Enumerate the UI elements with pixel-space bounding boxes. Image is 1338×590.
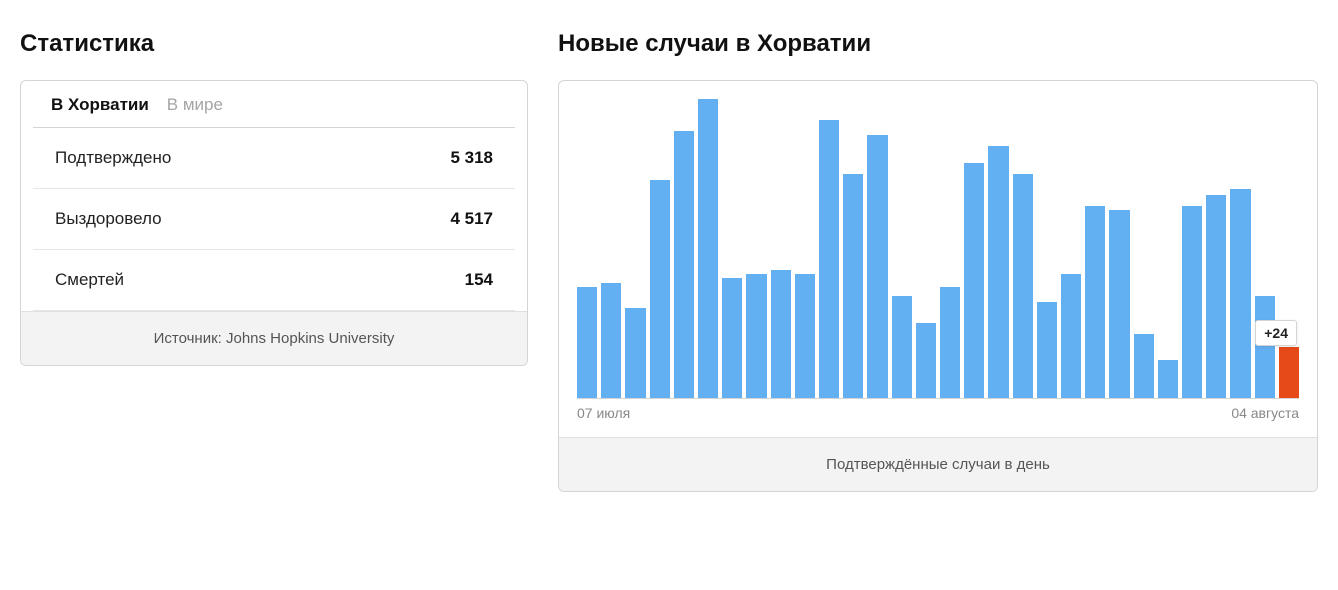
stat-value: 154 — [465, 270, 493, 290]
stat-value: 4 517 — [450, 209, 493, 229]
chart-title: Новые случаи в Хорватии — [558, 30, 1318, 58]
chart-bar[interactable] — [1158, 360, 1178, 398]
chart-bar[interactable] — [601, 283, 621, 398]
chart-tooltip: +24 — [1255, 320, 1297, 346]
chart-bar[interactable] — [698, 99, 718, 398]
chart-bar[interactable] — [1061, 274, 1081, 398]
tab-croatia[interactable]: В Хорватии — [51, 95, 149, 115]
stat-row-recovered: Выздоровело 4 517 — [33, 189, 515, 250]
chart-bar[interactable] — [988, 146, 1008, 398]
chart-bar[interactable] — [1206, 195, 1226, 398]
stats-source: Источник: Johns Hopkins University — [21, 311, 527, 365]
chart-bar[interactable] — [795, 274, 815, 398]
chart-bar[interactable] — [650, 180, 670, 398]
chart-bar[interactable] — [843, 174, 863, 398]
chart-bar[interactable] — [746, 274, 766, 398]
chart-bar[interactable] — [1279, 347, 1299, 398]
x-axis-labels: 07 июля 04 августа — [577, 399, 1299, 431]
chart-bar[interactable] — [940, 287, 960, 398]
stat-row-deaths: Смертей 154 — [33, 250, 515, 311]
stats-card: В Хорватии В мире Подтверждено 5 318 Выз… — [20, 80, 528, 366]
chart-bar[interactable] — [916, 323, 936, 398]
chart-area: +24 07 июля 04 августа — [559, 81, 1317, 437]
stat-row-confirmed: Подтверждено 5 318 — [33, 128, 515, 189]
chart-bar[interactable] — [892, 296, 912, 399]
stat-label: Выздоровело — [55, 209, 162, 229]
chart-bar[interactable] — [1134, 334, 1154, 398]
chart-bar[interactable] — [1230, 189, 1250, 398]
stat-label: Подтверждено — [55, 148, 171, 168]
chart-bar[interactable] — [674, 131, 694, 398]
chart-bar[interactable] — [1182, 206, 1202, 398]
chart-bar[interactable] — [964, 163, 984, 398]
chart-bar[interactable] — [1085, 206, 1105, 398]
stats-tabs: В Хорватии В мире — [33, 81, 515, 128]
chart-bars: +24 — [577, 99, 1299, 399]
chart-bar[interactable] — [1013, 174, 1033, 398]
chart-card: +24 07 июля 04 августа Подтверждённые сл… — [558, 80, 1318, 492]
chart-bar[interactable] — [1109, 210, 1129, 398]
chart-bar[interactable] — [1255, 296, 1275, 399]
chart-bar[interactable] — [867, 135, 887, 398]
chart-bar[interactable] — [819, 120, 839, 398]
tab-world[interactable]: В мире — [167, 95, 223, 115]
chart-bar[interactable] — [722, 278, 742, 398]
chart-bar[interactable] — [577, 287, 597, 398]
chart-bar[interactable] — [1037, 302, 1057, 398]
chart-bar[interactable] — [771, 270, 791, 398]
stat-value: 5 318 — [450, 148, 493, 168]
x-axis-end: 04 августа — [1231, 405, 1299, 421]
x-axis-start: 07 июля — [577, 405, 630, 421]
stat-label: Смертей — [55, 270, 124, 290]
chart-footer: Подтверждённые случаи в день — [559, 437, 1317, 491]
stats-title: Статистика — [20, 30, 528, 58]
chart-bar[interactable] — [625, 308, 645, 398]
